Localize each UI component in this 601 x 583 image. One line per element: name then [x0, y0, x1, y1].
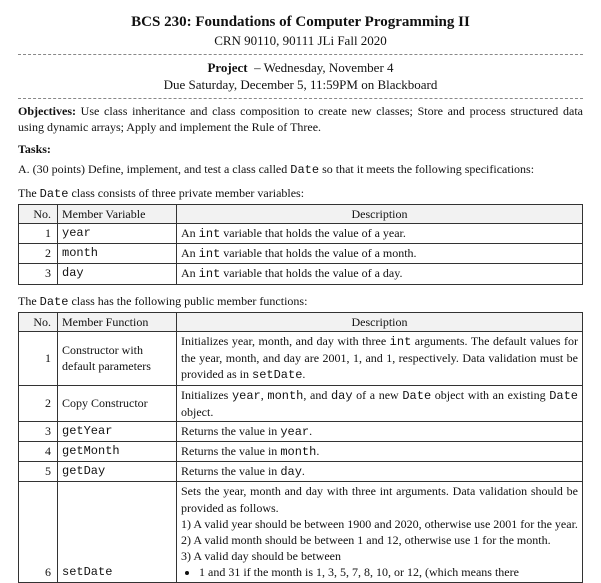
cell-fn: getYear	[58, 421, 177, 441]
setdate-bullets: 1 and 31 if the month is 1, 3, 5, 7, 8, …	[195, 564, 578, 580]
cell-desc: An int variable that holds the value of …	[177, 244, 583, 264]
project-date: Wednesday, November 4	[264, 60, 394, 75]
table-row: 2 Copy Constructor Initializes year, mon…	[19, 385, 583, 421]
col-no: No.	[19, 204, 58, 223]
task-a-suffix: so that it meets the following specifica…	[319, 162, 534, 176]
cell-fn: Copy Constructor	[58, 385, 177, 421]
members-intro-class: Date	[40, 187, 69, 201]
cell-no: 4	[19, 442, 58, 462]
crn-line: CRN 90110, 90111 JLi Fall 2020	[18, 32, 583, 50]
funcs-intro-class: Date	[40, 295, 69, 309]
cell-fn: Constructor with default parameters	[58, 331, 177, 385]
setdate-line: 3) A valid day should be between	[181, 548, 578, 564]
task-a-prefix: A. (30 points) Define, implement, and te…	[18, 162, 290, 176]
table-row: 6 setDate Sets the year, month and day w…	[19, 482, 583, 582]
setdate-bullet: 1 and 31 if the month is 1, 3, 5, 7, 8, …	[199, 564, 578, 580]
cell-desc: Returns the value in year.	[177, 421, 583, 441]
member-variables-table: No. Member Variable Description 1 year A…	[18, 204, 583, 285]
task-a: A. (30 points) Define, implement, and te…	[18, 161, 583, 178]
cell-no: 2	[19, 385, 58, 421]
objectives-text: Use class inheritance and class composit…	[18, 104, 583, 134]
cell-fn: getMonth	[58, 442, 177, 462]
cell-desc: Returns the value in month.	[177, 442, 583, 462]
project-line: Project – Wednesday, November 4	[18, 59, 583, 77]
cell-no: 3	[19, 264, 58, 284]
setdate-line: Sets the year, month and day with three …	[181, 483, 578, 515]
table-row: 1 Constructor with default parameters In…	[19, 331, 583, 385]
funcs-intro-prefix: The	[18, 294, 40, 308]
table-row: 1 year An int variable that holds the va…	[19, 224, 583, 244]
divider-top	[18, 54, 583, 55]
cell-desc: An int variable that holds the value of …	[177, 224, 583, 244]
divider-mid	[18, 98, 583, 99]
cell-fn: getDay	[58, 462, 177, 482]
table-header-row: No. Member Variable Description	[19, 204, 583, 223]
cell-no: 1	[19, 331, 58, 385]
cell-var: month	[58, 244, 177, 264]
cell-fn: setDate	[58, 482, 177, 582]
project-label: Project	[207, 60, 247, 75]
cell-no: 5	[19, 462, 58, 482]
cell-desc: Sets the year, month and day with three …	[177, 482, 583, 582]
col-desc: Description	[177, 204, 583, 223]
project-sep: –	[251, 60, 264, 75]
col-desc: Description	[177, 312, 583, 331]
objectives-paragraph: Objectives: Use class inheritance and cl…	[18, 103, 583, 135]
tasks-label: Tasks:	[18, 141, 583, 157]
table-header-row: No. Member Function Description	[19, 312, 583, 331]
cell-desc: Initializes year, month, and day of a ne…	[177, 385, 583, 421]
cell-no: 3	[19, 421, 58, 441]
members-intro-prefix: The	[18, 186, 40, 200]
table-row: 4 getMonth Returns the value in month.	[19, 442, 583, 462]
due-line: Due Saturday, December 5, 11:59PM on Bla…	[18, 76, 583, 94]
col-fn: Member Function	[58, 312, 177, 331]
task-a-class: Date	[290, 163, 319, 177]
setdate-line: 2) A valid month should be between 1 and…	[181, 532, 578, 548]
cell-no: 1	[19, 224, 58, 244]
setdate-line: 1) A valid year should be between 1900 a…	[181, 516, 578, 532]
members-intro: The Date class consists of three private…	[18, 185, 583, 202]
cell-desc: Initializes year, month, and day with th…	[177, 331, 583, 385]
cell-desc: Returns the value in day.	[177, 462, 583, 482]
col-no: No.	[19, 312, 58, 331]
member-functions-table: No. Member Function Description 1 Constr…	[18, 312, 583, 583]
cell-desc: An int variable that holds the value of …	[177, 264, 583, 284]
table-row: 2 month An int variable that holds the v…	[19, 244, 583, 264]
funcs-intro: The Date class has the following public …	[18, 293, 583, 310]
course-title: BCS 230: Foundations of Computer Program…	[18, 12, 583, 32]
funcs-intro-suffix: class has the following public member fu…	[68, 294, 307, 308]
cell-var: day	[58, 264, 177, 284]
col-var: Member Variable	[58, 204, 177, 223]
table-row: 5 getDay Returns the value in day.	[19, 462, 583, 482]
cell-var: year	[58, 224, 177, 244]
members-intro-suffix: class consists of three private member v…	[68, 186, 304, 200]
table-row: 3 getYear Returns the value in year.	[19, 421, 583, 441]
cell-no: 2	[19, 244, 58, 264]
objectives-label: Objectives:	[18, 104, 76, 118]
cell-no: 6	[19, 482, 58, 582]
table-row: 3 day An int variable that holds the val…	[19, 264, 583, 284]
